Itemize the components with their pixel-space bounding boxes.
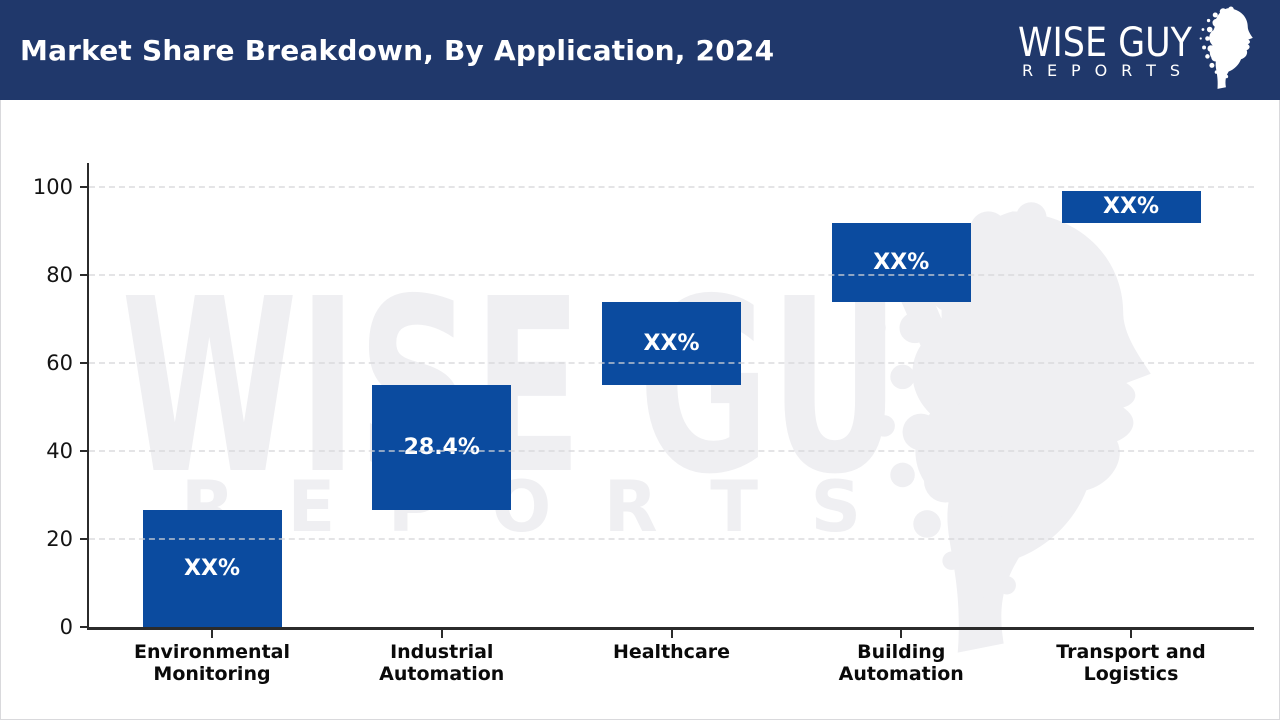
y-tick-label: 20 xyxy=(46,527,73,551)
app-header: Market Share Breakdown, By Application, … xyxy=(0,0,1280,100)
y-tick-label: 80 xyxy=(46,263,73,287)
x-category-label: Building Automation xyxy=(783,641,1019,685)
bar-value-label: XX% xyxy=(873,249,930,275)
y-tick-mark xyxy=(80,626,89,628)
bar-segment: XX% xyxy=(1061,190,1201,223)
chart-panel: WISE GUY R E P O R T S 020406080100XX%En… xyxy=(0,100,1280,720)
gridline-80 xyxy=(89,274,1254,276)
y-tick-label: 40 xyxy=(46,439,73,463)
y-tick-mark xyxy=(80,186,89,188)
bar-segment: XX% xyxy=(831,222,971,302)
bar-segment: XX% xyxy=(142,509,282,627)
page-title: Market Share Breakdown, By Application, … xyxy=(20,33,775,67)
x-tick-mark xyxy=(670,630,673,638)
category-label-line: Monitoring xyxy=(153,663,271,685)
gridline-100 xyxy=(89,186,1254,188)
brand-subname-text: R E P O R T S xyxy=(1022,61,1180,80)
y-tick-mark xyxy=(80,274,89,276)
y-axis-line xyxy=(87,163,89,630)
category-label-line: Environmental xyxy=(134,641,290,663)
gridline-40 xyxy=(89,450,1254,452)
category-label-line: Healthcare xyxy=(612,641,731,663)
brand-logo-graphic: WISE GUY R E P O R T S xyxy=(1018,6,1253,89)
bar-value-label: XX% xyxy=(184,555,240,581)
category-label-line: Transport and xyxy=(1056,641,1206,663)
chart: 0 20 40 60 80 100 XX% Environmental Monitoring 28… xyxy=(1,100,1279,719)
bar-segment: 28.4% xyxy=(372,384,512,510)
bar-value-label: 28.4% xyxy=(403,434,480,460)
x-category-label: Environmental Monitoring xyxy=(94,641,330,685)
category-label-line: Building xyxy=(857,641,946,663)
x-tick-mark xyxy=(440,630,443,638)
x-tick-mark xyxy=(900,630,903,638)
brand-face-icon xyxy=(1199,6,1253,89)
gridline-60 xyxy=(89,362,1254,364)
category-label-line: Automation xyxy=(838,663,964,685)
y-tick-mark xyxy=(80,538,89,540)
category-label-line: Industrial xyxy=(390,641,494,663)
x-category-label: Industrial Automation xyxy=(324,641,560,685)
x-tick-mark xyxy=(1130,630,1132,638)
x-tick-mark xyxy=(211,630,213,638)
category-label-line: Logistics xyxy=(1083,663,1179,685)
brand-logo: WISE GUY R E P O R T S xyxy=(1016,4,1264,96)
y-tick-label: 0 xyxy=(59,615,73,639)
category-label-line: Automation xyxy=(379,663,505,685)
x-category-label: Healthcare xyxy=(554,641,790,663)
y-tick-label: 100 xyxy=(32,175,73,199)
y-tick-mark xyxy=(80,450,89,452)
y-tick-mark xyxy=(80,362,89,364)
brand-name-text: WISE GUY xyxy=(1018,20,1192,66)
bar-segment: XX% xyxy=(602,301,741,385)
x-axis-line xyxy=(87,627,1254,630)
x-category-label: Transport and Logistics xyxy=(1013,641,1249,685)
gridline-20 xyxy=(89,538,1254,540)
bar-value-label: XX% xyxy=(643,330,700,356)
y-tick-label: 60 xyxy=(46,351,73,375)
bar-value-label: XX% xyxy=(1103,194,1159,220)
